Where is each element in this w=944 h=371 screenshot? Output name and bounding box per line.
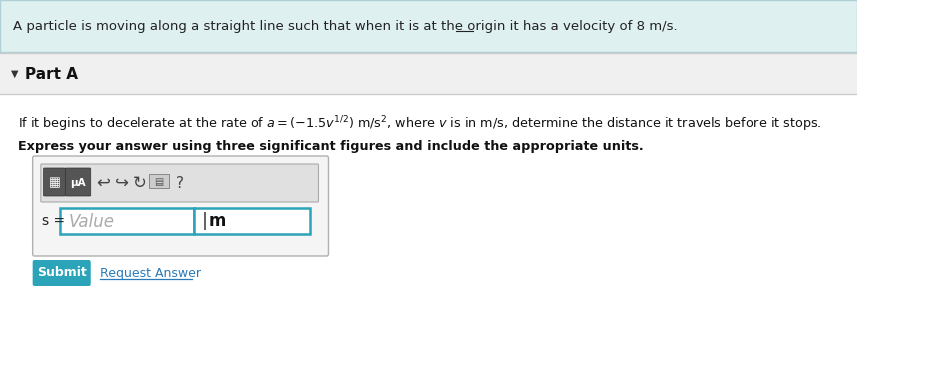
FancyBboxPatch shape <box>0 54 856 94</box>
Text: s =: s = <box>42 214 65 228</box>
Text: ▤: ▤ <box>154 177 163 187</box>
Text: Value: Value <box>69 213 115 231</box>
FancyBboxPatch shape <box>65 168 91 196</box>
FancyBboxPatch shape <box>43 168 65 196</box>
FancyBboxPatch shape <box>149 174 169 188</box>
Text: If it begins to decelerate at the rate of $a = (-1.5v^{1/2})$ m/s$^2$, where $v$: If it begins to decelerate at the rate o… <box>18 114 821 134</box>
Text: Request Answer: Request Answer <box>100 266 201 279</box>
FancyBboxPatch shape <box>0 0 856 52</box>
Text: Express your answer using three significant figures and include the appropriate : Express your answer using three signific… <box>18 139 644 152</box>
Text: ▼: ▼ <box>11 69 18 79</box>
FancyBboxPatch shape <box>33 260 91 286</box>
FancyBboxPatch shape <box>41 164 318 202</box>
Text: Part A: Part A <box>25 66 78 82</box>
Text: μA: μA <box>70 178 86 188</box>
Text: |: | <box>201 212 208 230</box>
Text: ?: ? <box>176 175 184 190</box>
Text: ▦: ▦ <box>48 177 60 190</box>
Text: ↻: ↻ <box>133 174 146 192</box>
Text: ↩: ↩ <box>96 174 110 192</box>
FancyBboxPatch shape <box>194 208 311 234</box>
Text: m: m <box>209 212 226 230</box>
Text: A particle is moving along a straight line such that when it is at the origin it: A particle is moving along a straight li… <box>12 20 678 33</box>
FancyBboxPatch shape <box>59 208 194 234</box>
FancyBboxPatch shape <box>33 156 329 256</box>
Text: Submit: Submit <box>37 266 87 279</box>
Text: ↪: ↪ <box>114 174 128 192</box>
